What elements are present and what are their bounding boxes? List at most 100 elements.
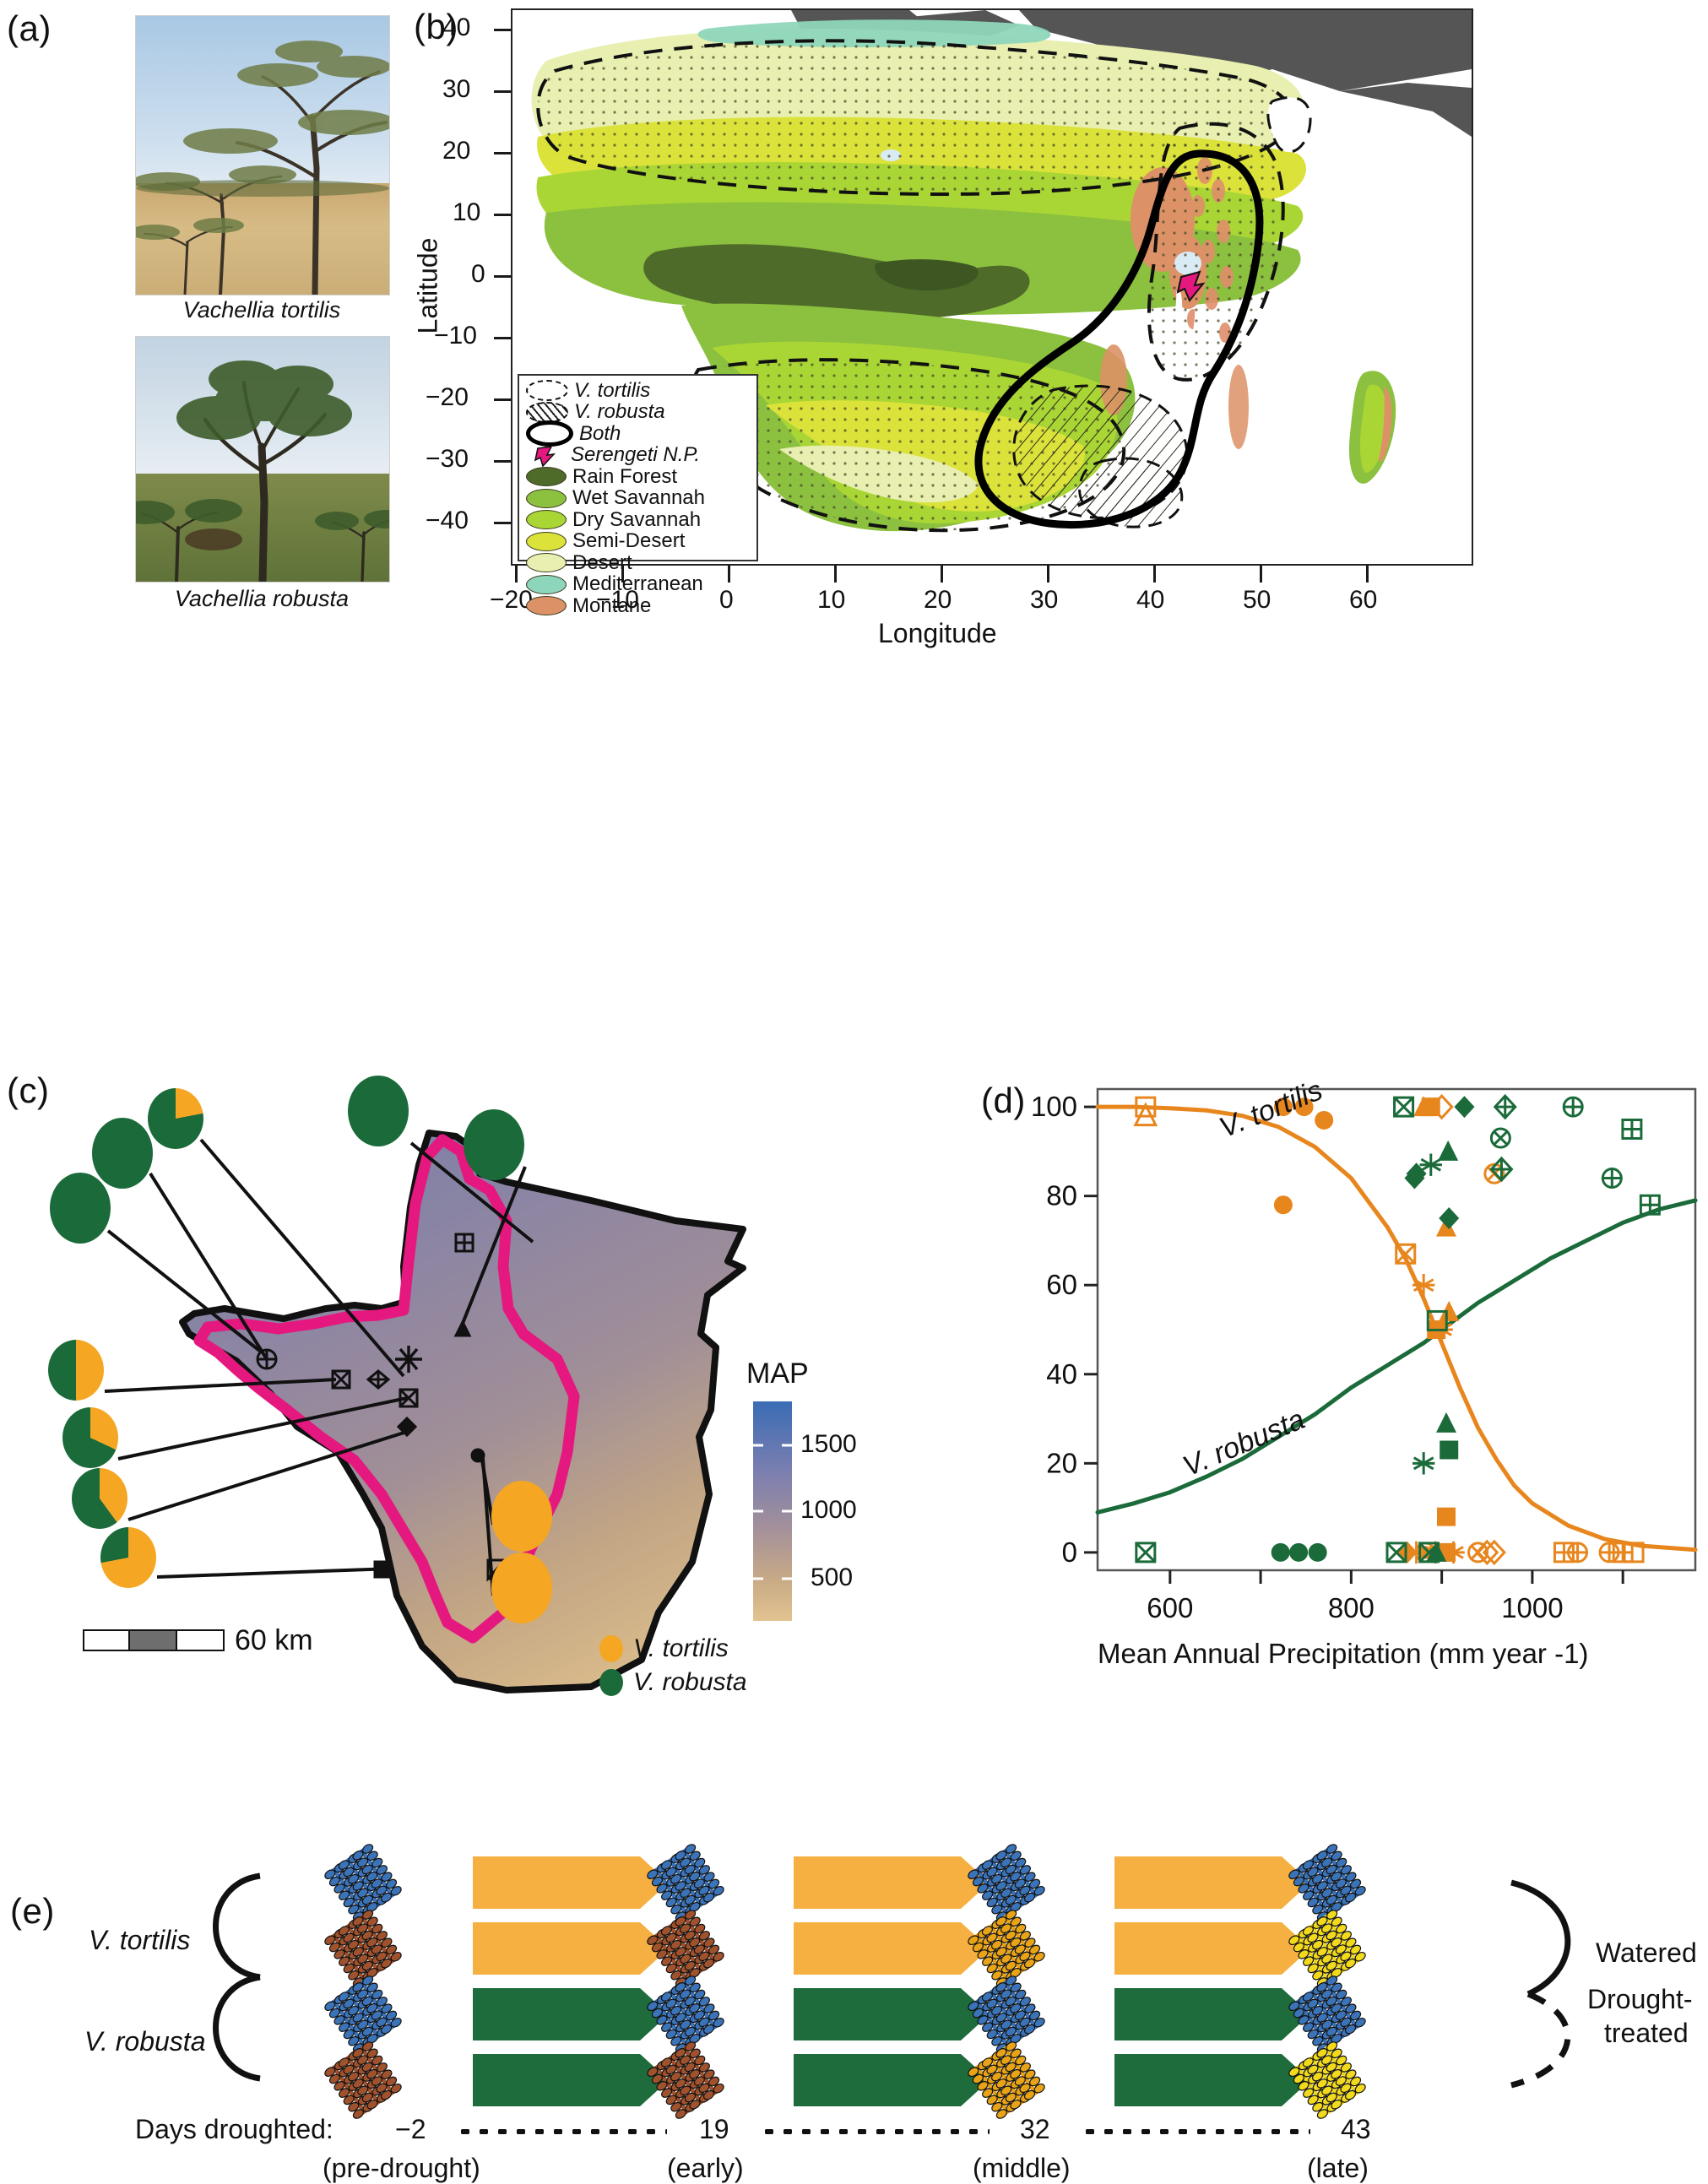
e-brace-drought: [1510, 1991, 1571, 2089]
legend-label-semi-desert: Semi-Desert: [572, 529, 686, 553]
marker-diamond-open: [1475, 1539, 1499, 1566]
sprout-icon: [324, 1975, 402, 2053]
panel-b: (b): [405, 0, 1708, 648]
b-xtick-60: 60: [1349, 586, 1378, 614]
legend-label-mediterranean: Mediterranean: [572, 572, 703, 596]
legend-item-both: Both: [526, 420, 750, 447]
marker-square-plus-open: [1612, 1542, 1634, 1563]
pie-site-w-2: [62, 1407, 118, 1468]
marker-diamond-plus-open: [1489, 1156, 1514, 1183]
legend-item-dry-savannah: Dry Savannah: [526, 509, 750, 531]
marker-diamond-filled: [1454, 1096, 1475, 1119]
marker-asterisk: [1419, 1153, 1442, 1176]
b-ytick-m40: −40: [426, 507, 469, 534]
marker-asterisk: [1412, 1452, 1435, 1475]
panel-c: (c): [0, 1055, 971, 1697]
b-ytick-m30: −30: [426, 445, 469, 473]
d-ytick-60: 60: [1046, 1269, 1077, 1300]
sprout-icon: [1288, 1844, 1366, 1921]
legend-label-rain-forest: Rain Forest: [572, 464, 678, 488]
photo-vachellia-tortilis: [135, 15, 390, 295]
marker-square-cross-open: [1385, 1542, 1407, 1563]
leader-lines: [104, 1138, 534, 1596]
sprout-icon: [1288, 1910, 1366, 1987]
tortilis-dot-icon: [599, 1635, 623, 1662]
e-arrow-r0-c0: [473, 1856, 669, 1909]
marker-circle-cross-open: [1489, 1127, 1511, 1149]
pie-site-w-3: [72, 1468, 127, 1529]
panel-d-letter: (d): [981, 1081, 1026, 1120]
marker-square-cross-open: [1135, 1542, 1157, 1563]
sprout-icon: [647, 1975, 724, 2053]
mediterranean-swatch-icon: [526, 574, 567, 594]
sprout-icon: [324, 1844, 402, 1921]
legend-label-serengeti: Serengeti N.P.: [571, 443, 700, 467]
d-ytick-100: 100: [1031, 1091, 1077, 1122]
panel-a-letter: (a): [7, 8, 52, 48]
marker-square-filled: [1440, 1440, 1459, 1460]
e-days-droughted-label: Days droughted:: [135, 2114, 333, 2144]
b-xtick-30: 30: [1030, 586, 1059, 614]
curve-V--robusta: [1095, 1198, 1698, 1515]
legend-label-desert: Desert: [572, 550, 632, 574]
marker-circle-filled: [1289, 1542, 1309, 1562]
thick-outline-icon: [526, 420, 573, 447]
e-treatment-label-watered: Watered: [1596, 1937, 1697, 1968]
panel-b-legend: V. tortilis V. robusta Both Serengeti N.…: [518, 374, 758, 616]
colorbar-tick-1000: 1000: [800, 1496, 857, 1524]
marker-circle-filled: [1271, 1542, 1290, 1562]
e-arrow-r1-c2: [1114, 1922, 1310, 1975]
marker-square-cross-open: [1395, 1243, 1417, 1265]
b-ytick-m20: −20: [426, 383, 469, 411]
e-arrow-r3-c2: [1114, 2054, 1310, 2106]
dry-savannah-swatch-icon: [526, 510, 567, 530]
e-species-label-robusta: V. robusta: [84, 2026, 206, 2057]
b-xtick-40: 40: [1136, 586, 1165, 614]
d-ytick-40: 40: [1046, 1358, 1077, 1390]
panel-c-legend-label-tortilis: V. tortilis: [633, 1634, 729, 1662]
legend-label-v-tortilis: V. tortilis: [574, 378, 651, 402]
sprout-icon: [647, 2041, 724, 2119]
legend-item-wet-savannah: Wet Savannah: [526, 488, 750, 510]
marker-triangle-filled: [1436, 1412, 1456, 1433]
legend-item-rain-forest: Rain Forest: [526, 466, 750, 488]
marker-diamond-open: [1482, 1539, 1506, 1566]
sprout-icon: [968, 1975, 1045, 2053]
e-dots-2: [1081, 2129, 1310, 2134]
b-xtick-0: 0: [719, 586, 734, 614]
legend-label-both: Both: [579, 421, 621, 445]
marker-circle-filled: [1294, 1097, 1314, 1117]
d-xtick-800: 800: [1328, 1592, 1375, 1623]
marker-circle-filled: [1308, 1542, 1327, 1562]
marker-asterisk: [1442, 1541, 1465, 1564]
e-days-value-2: 32: [1020, 2114, 1050, 2144]
montane-swatch-icon: [526, 596, 567, 616]
b-xaxis-title: Longitude: [878, 618, 997, 648]
marker-square-plus-open: [1621, 1119, 1643, 1140]
semi-desert-swatch-icon: [526, 531, 567, 551]
legend-label-wet-savannah: Wet Savannah: [572, 486, 705, 510]
b-xtick-10: 10: [817, 586, 846, 614]
photo-caption-robusta: Vachellia robusta: [174, 586, 350, 611]
colorbar-title: MAP: [746, 1358, 809, 1390]
marker-square-filled: [1437, 1507, 1456, 1526]
desert-swatch-icon: [526, 553, 567, 573]
colorbar-tick-1500: 1500: [800, 1430, 857, 1458]
pie-site-nw-2: [50, 1173, 111, 1244]
legend-label-dry-savannah: Dry Savannah: [572, 507, 702, 531]
sprout-icon: [324, 2041, 402, 2119]
e-species-label-tortilis: V. tortilis: [89, 1925, 191, 1955]
panel-c-letter: (c): [7, 1070, 50, 1110]
map-colorbar: [753, 1401, 792, 1621]
legend-item-semi-desert: Semi-Desert: [526, 531, 750, 553]
colorbar-tick-500: 500: [811, 1563, 854, 1591]
b-ytick-20: 20: [442, 137, 471, 165]
sprout-icon: [647, 1910, 724, 1987]
marker-diamond-filled: [1404, 1167, 1425, 1190]
robusta-dot-icon: [599, 1669, 623, 1696]
legend-item-mediterranean: Mediterranean: [526, 574, 750, 596]
marker-triangle-filled: [1438, 1140, 1459, 1161]
legend-item-montane: Montane: [526, 595, 750, 617]
sprout-icon: [1288, 1975, 1366, 2053]
